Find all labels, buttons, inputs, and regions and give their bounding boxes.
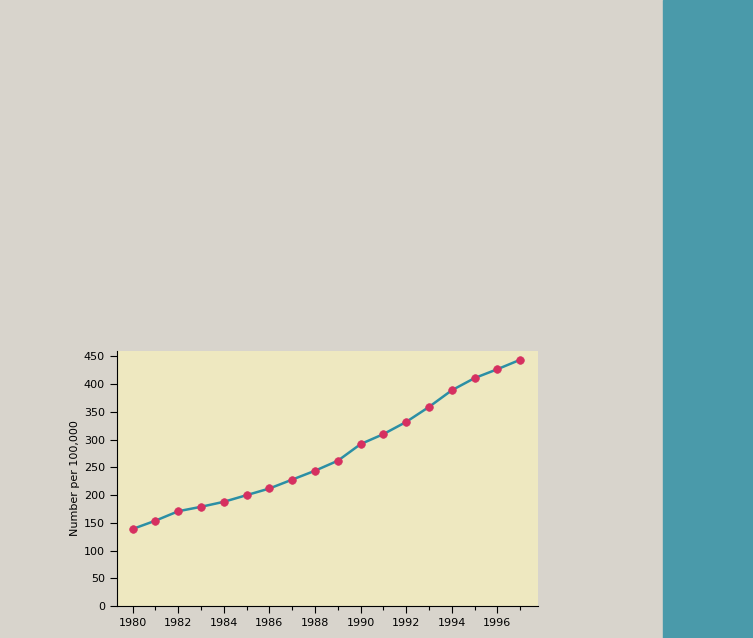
Y-axis label: Number per 100,000: Number per 100,000 [69,420,80,537]
